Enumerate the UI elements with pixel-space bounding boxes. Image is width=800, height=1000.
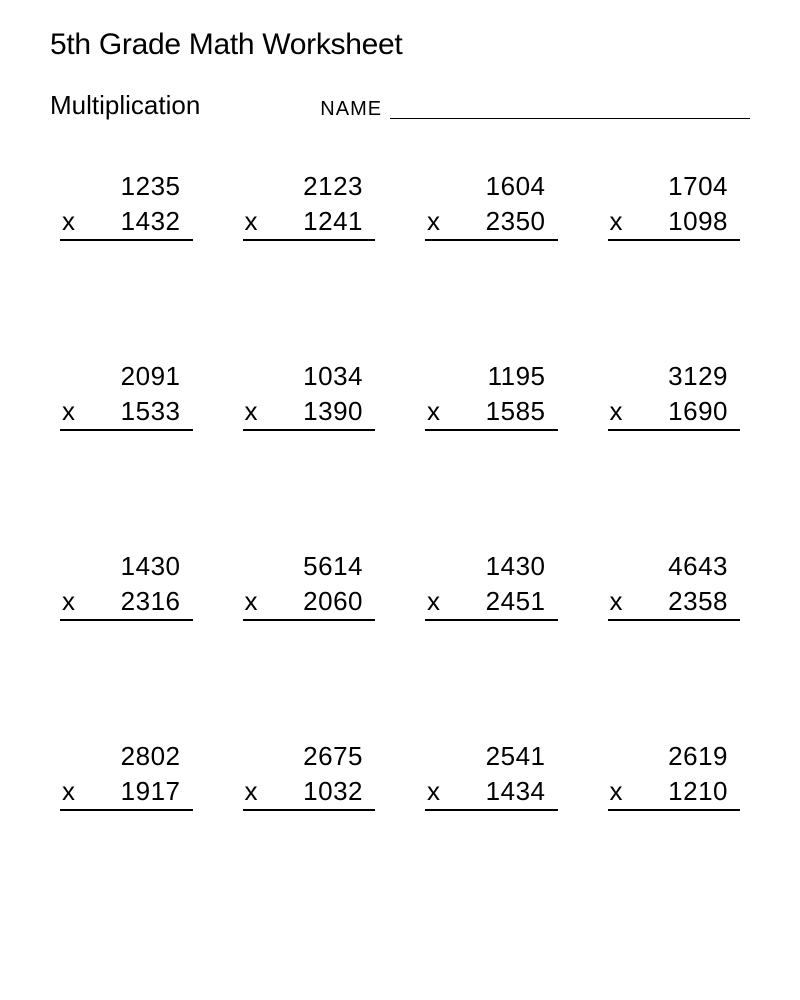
multiplier: 1098	[623, 206, 728, 237]
multiplication-problem: 1430x2451	[425, 551, 558, 621]
multiplier: 1241	[258, 206, 363, 237]
multiplicand: 1195	[425, 361, 558, 396]
operator: x	[60, 206, 76, 237]
multiplier: 2316	[76, 586, 181, 617]
multiplier: 2350	[441, 206, 546, 237]
multiplier-row: x1917	[60, 776, 193, 811]
multiplicand: 1235	[60, 171, 193, 206]
multiplicand: 1604	[425, 171, 558, 206]
name-input-line[interactable]	[390, 118, 750, 119]
multiplier: 1690	[623, 396, 728, 427]
worksheet-subtitle: Multiplication	[50, 90, 200, 121]
multiplication-problem: 2091x1533	[60, 361, 193, 431]
multiplier-row: x1434	[425, 776, 558, 811]
multiplier-row: x1533	[60, 396, 193, 431]
multiplier-row: x1585	[425, 396, 558, 431]
multiplier-row: x2451	[425, 586, 558, 621]
multiplicand: 2091	[60, 361, 193, 396]
multiplicand: 5614	[243, 551, 376, 586]
operator: x	[608, 206, 624, 237]
multiplier: 2358	[623, 586, 728, 617]
multiplication-problem: 3129x1690	[608, 361, 741, 431]
multiplication-problem: 1704x1098	[608, 171, 741, 241]
multiplier: 1210	[623, 776, 728, 807]
name-field-wrap: NAME	[320, 98, 750, 121]
multiplication-problem: 2675x1032	[243, 741, 376, 811]
multiplier-row: x1432	[60, 206, 193, 241]
multiplicand: 1430	[425, 551, 558, 586]
operator: x	[243, 396, 259, 427]
multiplicand: 2619	[608, 741, 741, 776]
problems-grid: 1235x14322123x12411604x23501704x10982091…	[50, 171, 750, 811]
multiplication-problem: 1430x2316	[60, 551, 193, 621]
multiplication-problem: 1195x1585	[425, 361, 558, 431]
multiplication-problem: 2802x1917	[60, 741, 193, 811]
operator: x	[60, 776, 76, 807]
operator: x	[608, 396, 624, 427]
multiplication-problem: 5614x2060	[243, 551, 376, 621]
multiplier: 1432	[76, 206, 181, 237]
multiplier: 2451	[441, 586, 546, 617]
worksheet-title: 5th Grade Math Worksheet	[50, 28, 750, 62]
multiplier-row: x1098	[608, 206, 741, 241]
operator: x	[608, 776, 624, 807]
multiplication-problem: 2619x1210	[608, 741, 741, 811]
multiplier: 1585	[441, 396, 546, 427]
name-label: NAME	[320, 98, 382, 121]
multiplier-row: x1032	[243, 776, 376, 811]
multiplication-problem: 1604x2350	[425, 171, 558, 241]
multiplier-row: x1390	[243, 396, 376, 431]
multiplier-row: x1210	[608, 776, 741, 811]
multiplication-problem: 1034x1390	[243, 361, 376, 431]
multiplier-row: x2316	[60, 586, 193, 621]
multiplier-row: x2060	[243, 586, 376, 621]
multiplication-problem: 2541x1434	[425, 741, 558, 811]
multiplicand: 1704	[608, 171, 741, 206]
multiplication-problem: 2123x1241	[243, 171, 376, 241]
subheader: Multiplication NAME	[50, 90, 750, 121]
multiplier: 1032	[258, 776, 363, 807]
multiplier: 1533	[76, 396, 181, 427]
multiplier-row: x2358	[608, 586, 741, 621]
multiplier-row: x1241	[243, 206, 376, 241]
multiplicand: 4643	[608, 551, 741, 586]
multiplier-row: x2350	[425, 206, 558, 241]
multiplicand: 1034	[243, 361, 376, 396]
operator: x	[425, 206, 441, 237]
operator: x	[425, 396, 441, 427]
operator: x	[243, 586, 259, 617]
multiplier: 1917	[76, 776, 181, 807]
multiplicand: 3129	[608, 361, 741, 396]
multiplier: 1434	[441, 776, 546, 807]
operator: x	[243, 206, 259, 237]
operator: x	[243, 776, 259, 807]
multiplicand: 1430	[60, 551, 193, 586]
multiplicand: 2675	[243, 741, 376, 776]
operator: x	[425, 776, 441, 807]
multiplicand: 2541	[425, 741, 558, 776]
multiplication-problem: 4643x2358	[608, 551, 741, 621]
multiplier: 1390	[258, 396, 363, 427]
multiplicand: 2802	[60, 741, 193, 776]
multiplier-row: x1690	[608, 396, 741, 431]
operator: x	[60, 586, 76, 617]
multiplicand: 2123	[243, 171, 376, 206]
multiplication-problem: 1235x1432	[60, 171, 193, 241]
multiplier: 2060	[258, 586, 363, 617]
operator: x	[60, 396, 76, 427]
operator: x	[608, 586, 624, 617]
operator: x	[425, 586, 441, 617]
